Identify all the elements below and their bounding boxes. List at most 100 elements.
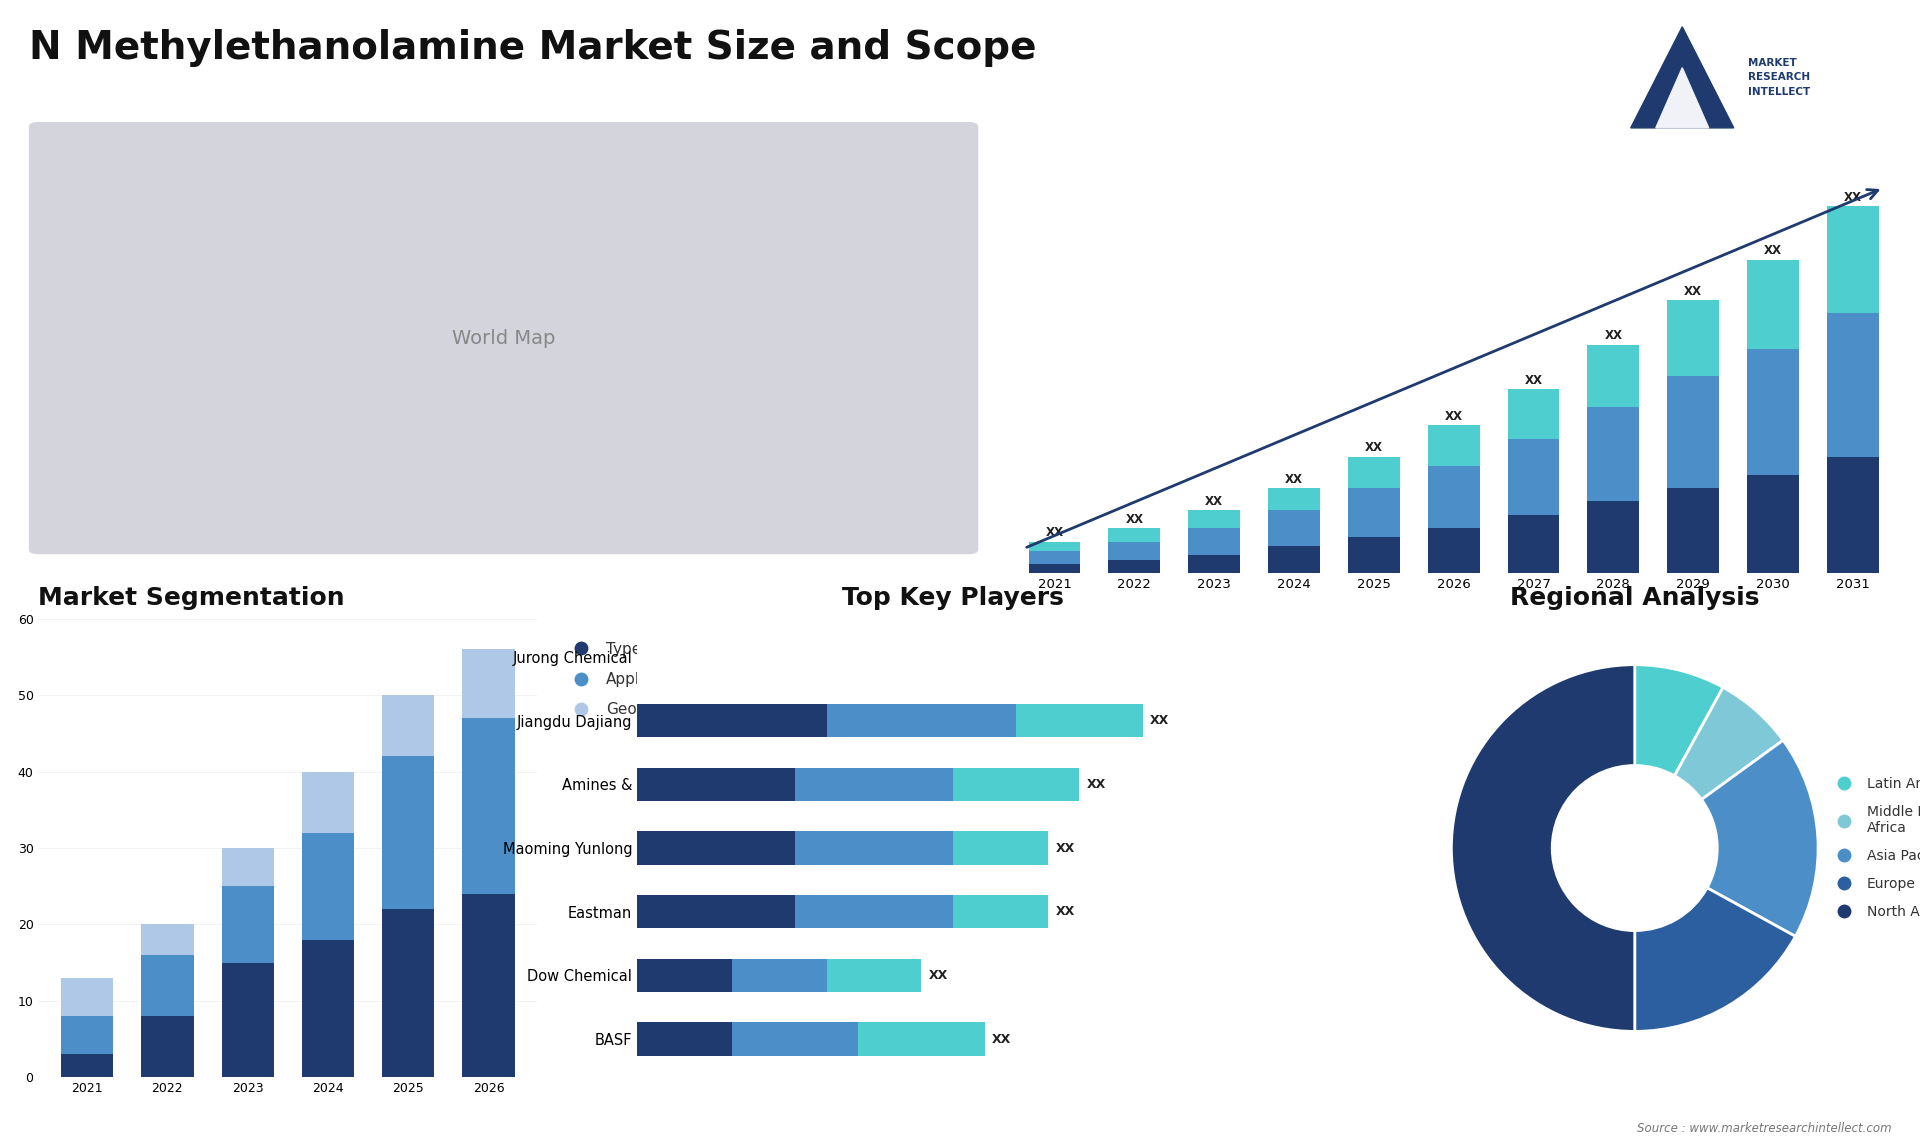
Bar	[1828, 206, 1880, 313]
Legend: Latin America, Middle East &
Africa, Asia Pacific, Europe, North America: Latin America, Middle East & Africa, Asi…	[1826, 771, 1920, 925]
Bar	[637, 895, 795, 928]
Bar	[1747, 260, 1799, 350]
Bar	[637, 704, 828, 737]
Bar	[1507, 439, 1559, 515]
Text: N Methylethanolamine Market Size and Scope: N Methylethanolamine Market Size and Sco…	[29, 29, 1037, 66]
Bar	[828, 704, 1016, 737]
Bar	[301, 771, 353, 833]
Bar	[732, 959, 828, 992]
Bar	[142, 925, 194, 955]
Text: XX: XX	[1056, 841, 1075, 855]
Bar	[1828, 456, 1880, 573]
Bar	[637, 832, 795, 864]
Wedge shape	[1452, 665, 1634, 1031]
Wedge shape	[1634, 665, 1722, 776]
Polygon shape	[1630, 26, 1734, 128]
Bar	[637, 768, 795, 801]
Bar	[1667, 376, 1718, 488]
Bar	[61, 978, 113, 1017]
Text: XX: XX	[1056, 905, 1075, 918]
Wedge shape	[1634, 888, 1795, 1031]
Bar	[795, 768, 952, 801]
Text: World Map: World Map	[451, 329, 555, 347]
Bar	[1029, 564, 1081, 573]
Text: Market Segmentation: Market Segmentation	[38, 586, 346, 610]
Bar	[1428, 465, 1480, 528]
Bar	[1588, 345, 1640, 407]
Title: Regional Analysis: Regional Analysis	[1509, 586, 1759, 610]
Bar	[1507, 515, 1559, 573]
Bar	[221, 848, 275, 886]
Bar	[61, 1017, 113, 1054]
Bar	[382, 756, 434, 909]
Bar	[1188, 528, 1240, 555]
Text: XX: XX	[1365, 441, 1382, 454]
Text: XX: XX	[1046, 526, 1064, 540]
Polygon shape	[1655, 68, 1709, 128]
Wedge shape	[1701, 740, 1818, 936]
Text: XX: XX	[1125, 513, 1142, 526]
Bar	[637, 959, 732, 992]
Bar	[1108, 542, 1160, 559]
Bar	[952, 768, 1079, 801]
Bar	[1348, 456, 1400, 488]
Bar	[952, 895, 1048, 928]
Bar	[1747, 474, 1799, 573]
Bar	[1428, 528, 1480, 573]
Bar	[795, 832, 952, 864]
Bar	[382, 909, 434, 1077]
Bar	[1108, 528, 1160, 542]
Bar	[1588, 502, 1640, 573]
Bar	[1667, 300, 1718, 376]
Bar	[1348, 537, 1400, 573]
Text: XX: XX	[1444, 410, 1463, 423]
Text: XX: XX	[1524, 375, 1542, 387]
Title: Top Key Players: Top Key Players	[843, 586, 1064, 610]
Bar	[221, 963, 275, 1077]
Text: XX: XX	[1843, 190, 1862, 204]
Text: XX: XX	[1150, 714, 1169, 728]
Bar	[1016, 704, 1142, 737]
Bar	[858, 1022, 985, 1055]
Bar	[1267, 547, 1319, 573]
Bar	[1267, 488, 1319, 510]
Bar	[1267, 510, 1319, 547]
Bar	[828, 959, 922, 992]
Bar	[1588, 407, 1640, 502]
Text: XX: XX	[1206, 495, 1223, 508]
Text: XX: XX	[1087, 778, 1106, 791]
Bar	[1029, 542, 1081, 550]
Bar	[1108, 559, 1160, 573]
Bar	[1828, 313, 1880, 456]
Text: XX: XX	[1684, 284, 1703, 298]
Bar	[463, 719, 515, 894]
Text: XX: XX	[1605, 329, 1622, 343]
Bar	[1029, 550, 1081, 564]
Bar	[61, 1054, 113, 1077]
Bar	[142, 955, 194, 1017]
Legend: Type, Application, Geography: Type, Application, Geography	[561, 636, 697, 723]
Bar	[1747, 350, 1799, 474]
Bar	[952, 832, 1048, 864]
Text: XX: XX	[1284, 472, 1304, 486]
Bar	[142, 1017, 194, 1077]
Bar	[795, 895, 952, 928]
Text: XX: XX	[1764, 244, 1782, 258]
Bar	[637, 1022, 732, 1055]
Text: Source : www.marketresearchintellect.com: Source : www.marketresearchintellect.com	[1636, 1122, 1891, 1135]
Bar	[301, 940, 353, 1077]
Bar	[382, 696, 434, 756]
Text: MARKET
RESEARCH
INTELLECT: MARKET RESEARCH INTELLECT	[1747, 57, 1811, 97]
Bar	[1507, 390, 1559, 439]
Bar	[1667, 488, 1718, 573]
Bar	[463, 650, 515, 719]
Text: XX: XX	[993, 1033, 1012, 1045]
Bar	[1428, 425, 1480, 465]
Bar	[1348, 488, 1400, 537]
Bar	[301, 833, 353, 940]
Bar	[1188, 555, 1240, 573]
Bar	[221, 886, 275, 963]
Bar	[1188, 510, 1240, 528]
Bar	[463, 894, 515, 1077]
Bar	[732, 1022, 858, 1055]
